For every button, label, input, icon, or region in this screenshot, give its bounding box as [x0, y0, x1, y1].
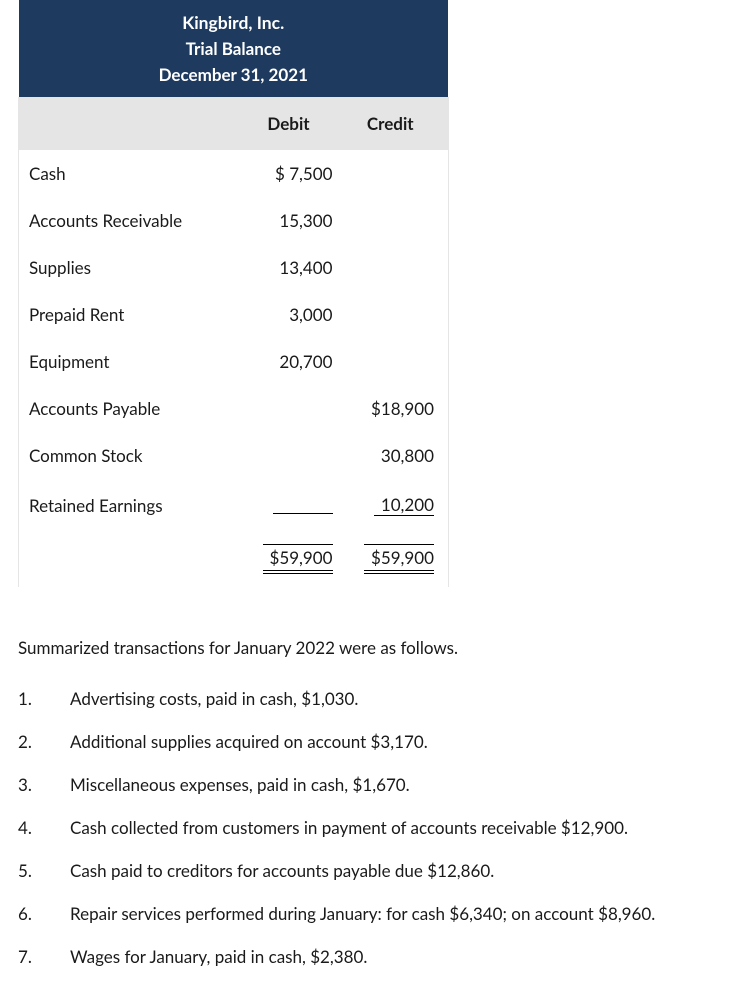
debit-cell [245, 385, 347, 432]
account-cell: Accounts Receivable [19, 197, 245, 244]
table-row: Retained Earnings 10,200 [19, 479, 449, 531]
totals-label [19, 531, 245, 587]
credit-cell: 10,200 [347, 479, 449, 531]
account-cell: Supplies [19, 244, 245, 291]
table-row: Common Stock 30,800 [19, 432, 449, 479]
transaction-item: 6.Repair services performed during Janua… [18, 903, 752, 924]
transaction-item: 3.Miscellaneous expenses, paid in cash, … [18, 774, 752, 795]
transaction-text: Advertising costs, paid in cash, $1,030. [70, 688, 752, 709]
credit-total: $59,900 [347, 531, 449, 587]
account-cell: Equipment [19, 338, 245, 385]
table-row: Prepaid Rent3,000 [19, 291, 449, 338]
debit-cell: 13,400 [245, 244, 347, 291]
transaction-text: Additional supplies acquired on account … [70, 731, 752, 752]
transaction-item: 4.Cash collected from customers in payme… [18, 817, 752, 838]
table-row: Accounts Payable $18,900 [19, 385, 449, 432]
transaction-item: 1.Advertising costs, paid in cash, $1,03… [18, 688, 752, 709]
transaction-text: Wages for January, paid in cash, $2,380. [70, 946, 752, 967]
summary-intro: Summarized transactions for January 2022… [18, 637, 752, 658]
transaction-item: 2.Additional supplies acquired on accoun… [18, 731, 752, 752]
account-cell: Accounts Payable [19, 385, 245, 432]
credit-header: Credit [347, 97, 449, 150]
trial-balance-table: Kingbird, Inc. Trial Balance December 31… [18, 0, 449, 587]
table-row: Cash$ 7,500 [19, 150, 449, 197]
credit-cell [347, 150, 449, 197]
credit-cell [347, 244, 449, 291]
report-title: Trial Balance [19, 36, 449, 62]
transaction-number: 3. [18, 774, 70, 795]
credit-cell [347, 291, 449, 338]
debit-cell: 20,700 [245, 338, 347, 385]
report-date: December 31, 2021 [19, 62, 449, 88]
table-row: Accounts Receivable15,300 [19, 197, 449, 244]
transactions-list: 1.Advertising costs, paid in cash, $1,03… [18, 688, 752, 967]
debit-cell [245, 479, 347, 531]
company-name: Kingbird, Inc. [19, 10, 449, 36]
transaction-item: 5.Cash paid to creditors for accounts pa… [18, 860, 752, 881]
debit-cell [245, 432, 347, 479]
credit-cell: $18,900 [347, 385, 449, 432]
debit-cell: 15,300 [245, 197, 347, 244]
account-cell: Cash [19, 150, 245, 197]
transaction-item: 7.Wages for January, paid in cash, $2,38… [18, 946, 752, 967]
debit-cell: $ 7,500 [245, 150, 347, 197]
table-header-cell: Kingbird, Inc. Trial Balance December 31… [19, 0, 449, 97]
transaction-text: Miscellaneous expenses, paid in cash, $1… [70, 774, 752, 795]
transaction-text: Cash collected from customers in payment… [70, 817, 752, 838]
credit-cell: 30,800 [347, 432, 449, 479]
account-header [19, 97, 245, 150]
table-row: Equipment20,700 [19, 338, 449, 385]
transaction-number: 2. [18, 731, 70, 752]
debit-header: Debit [245, 97, 347, 150]
column-header-row: Debit Credit [19, 97, 449, 150]
account-cell: Common Stock [19, 432, 245, 479]
totals-row: $59,900 $59,900 [19, 531, 449, 587]
account-cell: Prepaid Rent [19, 291, 245, 338]
table-header-row: Kingbird, Inc. Trial Balance December 31… [19, 0, 449, 97]
transaction-number: 5. [18, 860, 70, 881]
transaction-number: 6. [18, 903, 70, 924]
transaction-number: 1. [18, 688, 70, 709]
transaction-number: 7. [18, 946, 70, 967]
transaction-text: Repair services performed during January… [70, 903, 752, 924]
credit-cell [347, 338, 449, 385]
credit-cell [347, 197, 449, 244]
debit-cell: 3,000 [245, 291, 347, 338]
account-cell: Retained Earnings [19, 479, 245, 531]
transaction-number: 4. [18, 817, 70, 838]
debit-total: $59,900 [245, 531, 347, 587]
table-row: Supplies13,400 [19, 244, 449, 291]
transaction-text: Cash paid to creditors for accounts paya… [70, 860, 752, 881]
